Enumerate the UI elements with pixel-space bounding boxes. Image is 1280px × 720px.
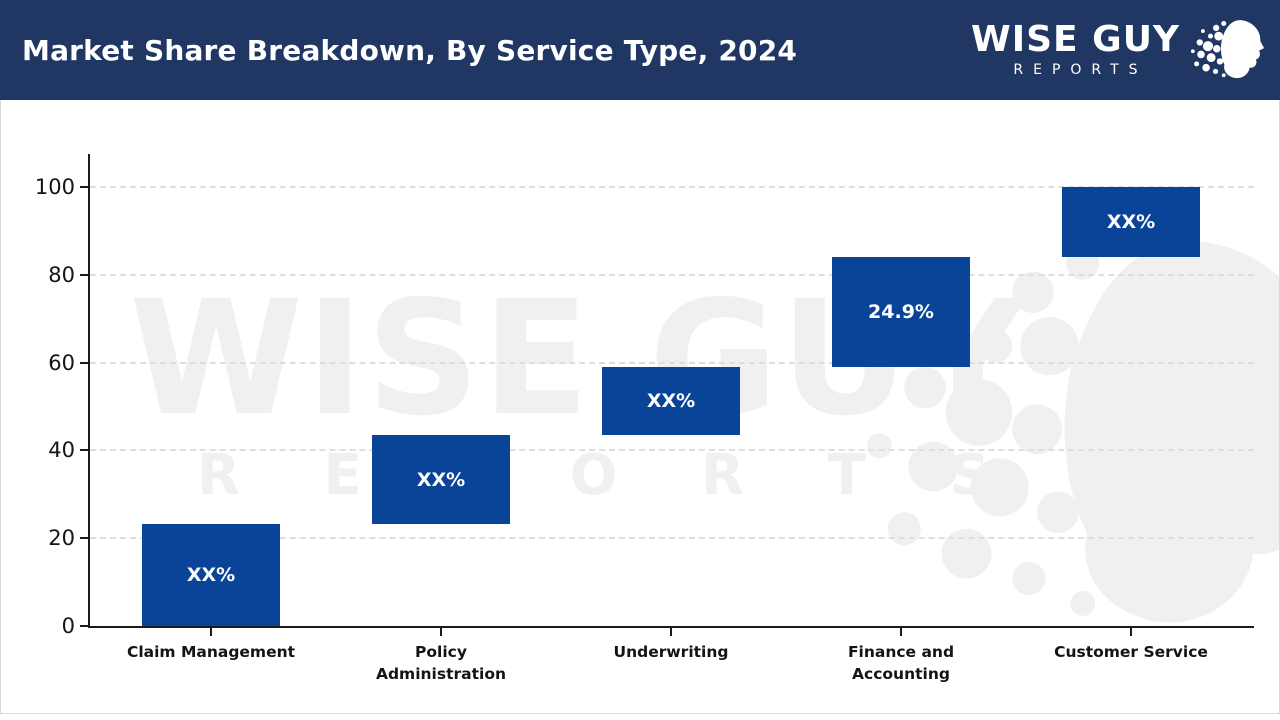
logo-head-icon (1190, 20, 1265, 79)
bar-customer-service: XX% (1062, 187, 1200, 258)
y-tick (80, 625, 88, 627)
y-tick (80, 186, 88, 188)
x-tick (1130, 628, 1132, 636)
gridline (90, 537, 1254, 540)
bar-finance-and-accounting: 24.9% (832, 257, 970, 367)
logo-reports-text: REPORTS (1013, 62, 1148, 78)
gridline (90, 273, 1254, 276)
x-axis-line (88, 626, 1254, 628)
bar-policy-administration: XX% (372, 435, 510, 525)
x-tick (440, 628, 442, 636)
y-tick-label: 60 (48, 350, 75, 375)
bar-underwriting: XX% (602, 366, 740, 436)
bar-value-label: XX% (646, 390, 696, 412)
wiseguy-logo: WISE GUY REPORTS (971, 8, 1266, 92)
bar-value-label: XX% (416, 468, 466, 491)
bar-claim-management: XX% (142, 524, 280, 626)
x-tick (670, 628, 672, 636)
y-tick-label: 40 (48, 438, 75, 463)
header-bar: Market Share Breakdown, By Service Type,… (0, 0, 1280, 100)
x-tick (900, 628, 902, 636)
bar-value-label: XX% (186, 564, 236, 587)
y-tick (80, 361, 88, 364)
y-tick-label: 100 (34, 175, 75, 199)
x-tick-label: Customer Service (1054, 643, 1208, 661)
y-tick (80, 449, 88, 452)
bar-value-label: XX% (1106, 211, 1156, 234)
chart-area: WISE GUY R E P O R T S 0 20 40 60 80 100 XX% Cl… (0, 100, 1280, 714)
gridline (90, 186, 1254, 188)
y-axis-line (88, 154, 90, 628)
x-tick-label: Policy Administration (375, 643, 507, 683)
y-tick-label: 80 (48, 262, 75, 287)
y-tick-label: 20 (48, 526, 75, 551)
logo-wiseguy-text: WISE GUY (970, 19, 1180, 60)
y-tick-label: 0 (61, 614, 75, 638)
bar-value-label: 24.9% (868, 300, 934, 323)
plot-area: 0 20 40 60 80 100 XX% Claim Management XX% Policy… (1, 100, 1279, 713)
y-tick (80, 273, 88, 276)
chart-title: Market Share Breakdown, By Service Type,… (22, 33, 798, 67)
x-tick-label: Underwriting (613, 643, 729, 661)
x-tick-label: Claim Management (126, 643, 296, 661)
x-tick-label: Finance and Accounting (847, 643, 955, 683)
y-tick (80, 537, 88, 540)
logo-text: WISE GUY REPORTS (970, 19, 1180, 79)
watermark-reports-text: R E P O R T S (197, 443, 1022, 508)
gridline (90, 361, 1254, 364)
gridline (90, 449, 1254, 452)
x-tick (210, 628, 212, 636)
